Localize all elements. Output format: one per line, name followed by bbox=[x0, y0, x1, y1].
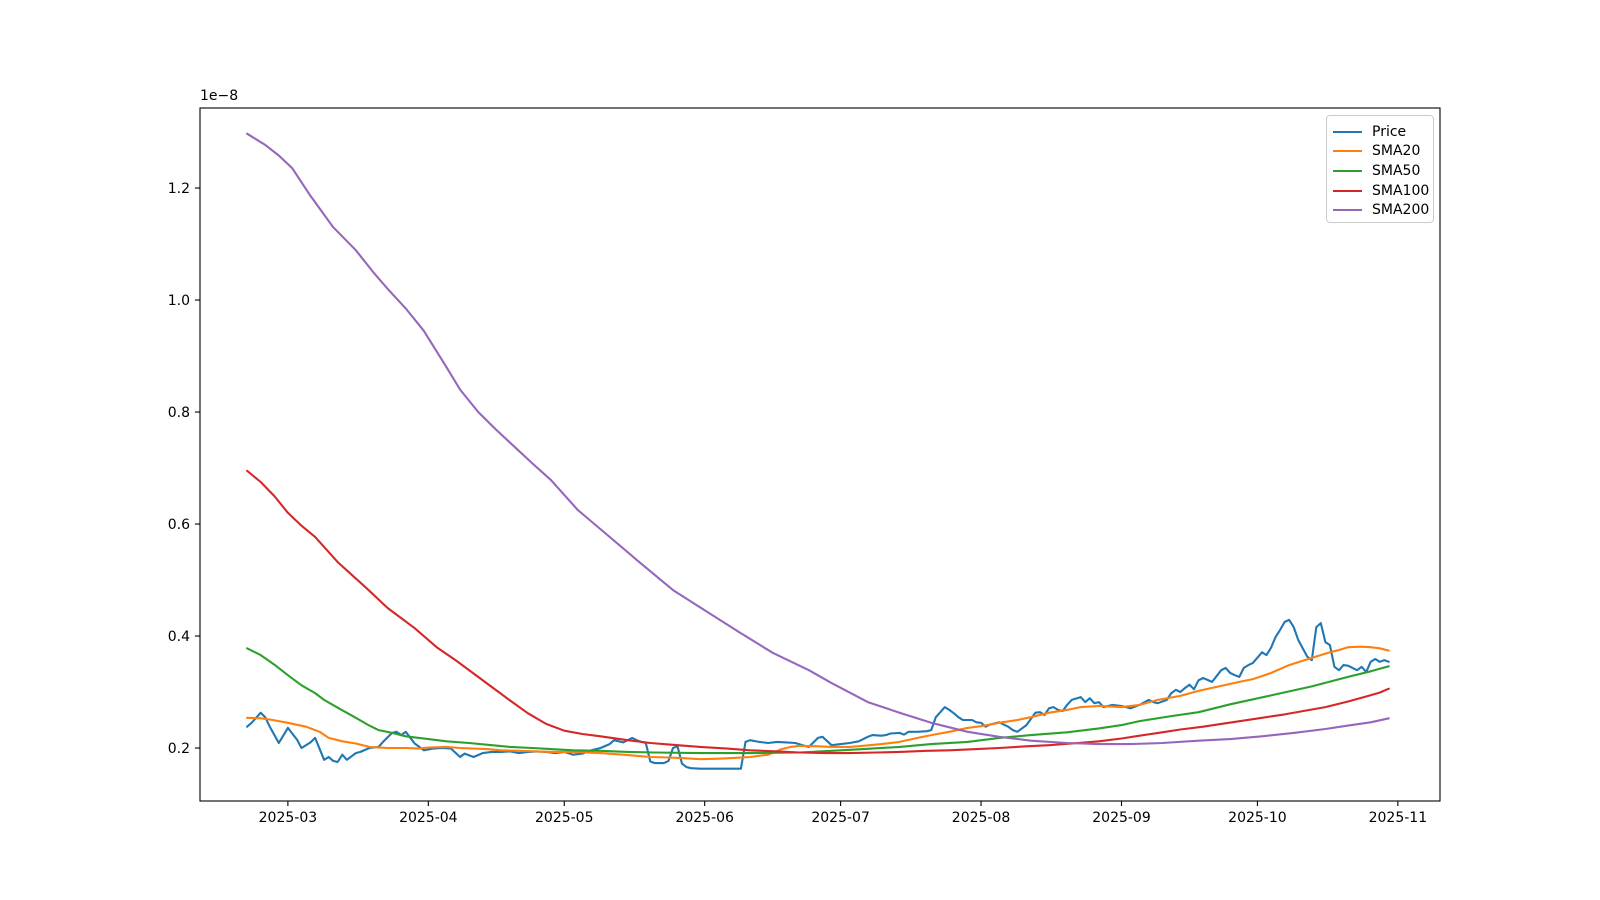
axes-spines bbox=[199, 107, 1441, 802]
x-tick-label: 2025-05 bbox=[535, 810, 594, 826]
legend-item-sma20: SMA20 bbox=[1333, 142, 1433, 162]
legend-label: Price bbox=[1372, 123, 1407, 140]
x-axis-ticks: 2025-03 2025-04 2025-05 2025-06 2025-07 2025-… bbox=[259, 801, 1427, 826]
legend-label: SMA200 bbox=[1372, 202, 1430, 219]
y-tick-label: 0.8 bbox=[168, 405, 190, 421]
y-tick-label: 1.0 bbox=[168, 293, 190, 309]
legend-item-sma50: SMA50 bbox=[1333, 161, 1433, 181]
legend-label: SMA20 bbox=[1372, 143, 1421, 160]
legend-item-sma200: SMA200 bbox=[1333, 200, 1433, 220]
x-tick-label: 2025-04 bbox=[399, 810, 458, 826]
x-tick-label: 2025-08 bbox=[952, 810, 1011, 826]
series-line-sma200 bbox=[246, 132, 1390, 746]
legend: Price SMA20 SMA50 SMA100 SMA200 bbox=[1326, 115, 1434, 223]
legend-label: SMA100 bbox=[1372, 182, 1430, 199]
y-tick-label: 1.2 bbox=[168, 181, 190, 197]
y-axis-ticks: 0.2 0.4 0.6 0.8 1.0 1.2 bbox=[168, 181, 200, 757]
y-tick-label: 0.2 bbox=[168, 741, 190, 757]
x-tick-label: 2025-03 bbox=[259, 810, 318, 826]
x-tick-label: 2025-11 bbox=[1369, 810, 1428, 826]
series-line-sma100 bbox=[246, 469, 1390, 755]
series-line-sma50 bbox=[246, 647, 1390, 755]
legend-label: SMA50 bbox=[1372, 162, 1421, 179]
legend-item-price: Price bbox=[1333, 122, 1433, 142]
legend-line-sample-sma100 bbox=[1333, 189, 1362, 192]
legend-item-sma100: SMA100 bbox=[1333, 181, 1433, 201]
series-line-sma20 bbox=[246, 645, 1390, 761]
legend-line-sample-sma200 bbox=[1333, 209, 1362, 212]
x-tick-label: 2025-09 bbox=[1092, 810, 1151, 826]
legend-line-sample-price bbox=[1333, 130, 1362, 133]
x-tick-label: 2025-10 bbox=[1228, 810, 1287, 826]
y-axis-offset-label: 1e−8 bbox=[200, 88, 239, 104]
legend-line-sample-sma50 bbox=[1333, 169, 1362, 172]
x-tick-label: 2025-07 bbox=[811, 810, 870, 826]
x-tick-label: 2025-06 bbox=[675, 810, 734, 826]
y-tick-label: 0.4 bbox=[168, 629, 190, 645]
legend-line-sample-sma20 bbox=[1333, 150, 1362, 153]
y-tick-label: 0.6 bbox=[168, 517, 190, 533]
plot-area bbox=[200, 108, 1440, 801]
